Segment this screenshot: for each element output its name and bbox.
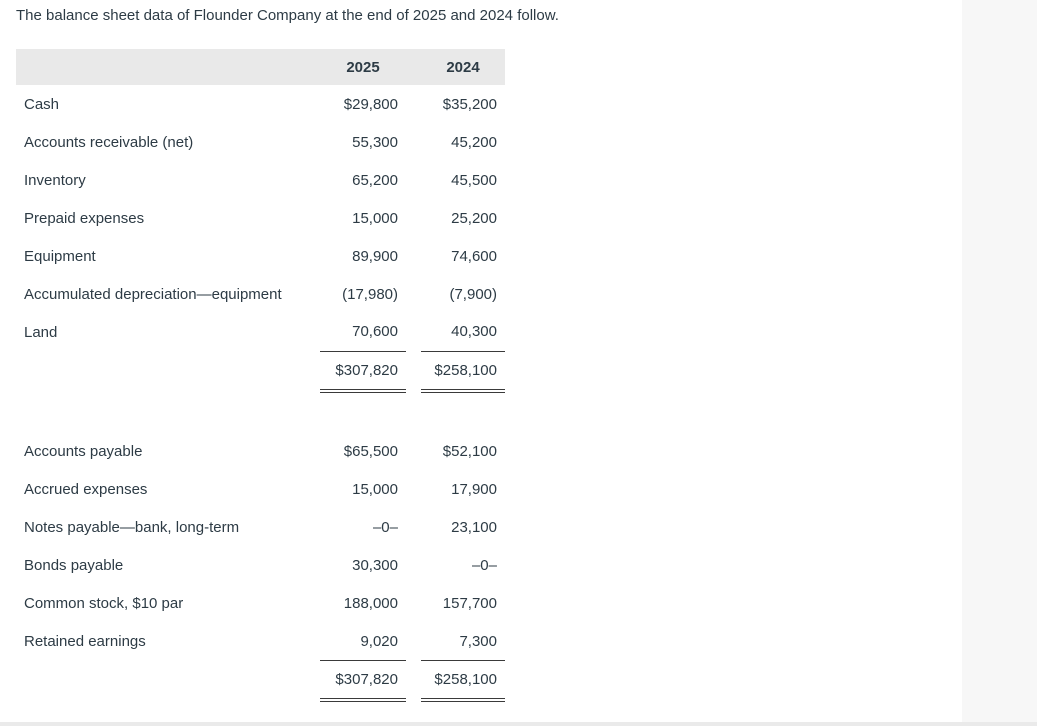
row-label: Common stock, $10 par xyxy=(24,595,184,612)
amount-2025: –0– xyxy=(372,519,398,536)
amount-2024: $52,100 xyxy=(442,443,497,460)
table-row: Inventory 65,200 45,500 xyxy=(16,161,505,199)
row-label: Cash xyxy=(24,95,60,113)
table-row: Prepaid expenses 15,000 25,200 xyxy=(16,199,505,237)
bottom-strip xyxy=(0,722,1037,726)
amount-2024: 157,700 xyxy=(442,595,497,612)
row-label: Land xyxy=(24,323,58,341)
row-label: Bonds payable xyxy=(24,557,124,574)
amount-2024: (7,900) xyxy=(449,285,497,303)
header-empty-cell xyxy=(16,49,320,85)
liabilities-total-row: $307,820 $258,100 xyxy=(16,660,505,702)
table-row: Common stock, $10 par 188,000 157,700 xyxy=(16,585,505,623)
table-row: Accumulated depreciation—equipment (17,9… xyxy=(16,275,505,313)
amount-2024: 45,200 xyxy=(451,133,497,151)
table-row: Retained earnings 9,020 7,300 xyxy=(16,623,505,661)
total-amount-2024: $258,100 xyxy=(421,350,505,393)
right-gutter xyxy=(962,0,1037,726)
amount-2025: $65,500 xyxy=(343,443,398,460)
row-label: Accounts payable xyxy=(24,443,143,460)
table-header-row: 2025 2024 xyxy=(16,49,505,85)
section-spacer xyxy=(16,393,946,433)
table-row: Notes payable—bank, long-term –0– 23,100 xyxy=(16,509,505,547)
column-header-2024: 2024 xyxy=(421,49,505,85)
table-row: Bonds payable 30,300 –0– xyxy=(16,547,505,585)
total-amount-2025: $307,820 xyxy=(320,660,406,702)
amount-2024: $35,200 xyxy=(442,95,497,113)
balance-sheet-liabilities-table: Accounts payable $65,500 $52,100 Accrued… xyxy=(16,433,505,703)
amount-2024: 40,300 xyxy=(451,323,497,341)
row-label: Accumulated depreciation—equipment xyxy=(24,285,282,303)
table-row: Accounts payable $65,500 $52,100 xyxy=(16,433,505,471)
row-label: Equipment xyxy=(24,247,96,265)
assets-total-row: $307,820 $258,100 xyxy=(16,350,505,393)
amount-2025: 55,300 xyxy=(352,133,398,151)
total-amount-2025: $307,820 xyxy=(320,350,406,393)
amount-2025: 188,000 xyxy=(343,595,398,612)
table-row: Accrued expenses 15,000 17,900 xyxy=(16,471,505,509)
balance-sheet-assets-table: 2025 2024 Cash $29,800 $35,200 Accounts … xyxy=(16,49,505,393)
amount-2025: $29,800 xyxy=(343,95,398,113)
amount-2024: 7,300 xyxy=(459,632,497,650)
amount-2025: 70,600 xyxy=(352,323,398,341)
amount-2024: 25,200 xyxy=(451,209,497,227)
amount-2024: 17,900 xyxy=(451,481,497,498)
row-label: Inventory xyxy=(24,171,86,189)
row-label: Prepaid expenses xyxy=(24,209,145,227)
table-row: Equipment 89,900 74,600 xyxy=(16,237,505,275)
row-label: Notes payable—bank, long-term xyxy=(24,519,240,536)
amount-2024: 45,500 xyxy=(451,171,497,189)
problem-content: The balance sheet data of Flounder Compa… xyxy=(16,6,946,702)
table-row: Cash $29,800 $35,200 xyxy=(16,85,505,123)
amount-2025: 9,020 xyxy=(360,632,398,650)
row-label: Accounts receivable (net) xyxy=(24,133,194,151)
table-row: Land 70,600 40,300 xyxy=(16,313,505,351)
amount-2024: 74,600 xyxy=(451,247,497,265)
total-amount-2024: $258,100 xyxy=(421,660,505,702)
amount-2024: –0– xyxy=(471,557,497,574)
amount-2024: 23,100 xyxy=(451,519,497,536)
amount-2025: 65,200 xyxy=(352,171,398,189)
table-row: Accounts receivable (net) 55,300 45,200 xyxy=(16,123,505,161)
row-label: Accrued expenses xyxy=(24,481,148,498)
amount-2025: 15,000 xyxy=(352,209,398,227)
intro-text: The balance sheet data of Flounder Compa… xyxy=(16,7,559,24)
header-gap-cell xyxy=(406,49,421,85)
column-header-2025: 2025 xyxy=(320,49,406,85)
amount-2025: (17,980) xyxy=(342,285,398,303)
amount-2025: 30,300 xyxy=(352,557,398,574)
amount-2025: 89,900 xyxy=(352,247,398,265)
row-label: Retained earnings xyxy=(24,633,146,650)
amount-2025: 15,000 xyxy=(352,481,398,498)
